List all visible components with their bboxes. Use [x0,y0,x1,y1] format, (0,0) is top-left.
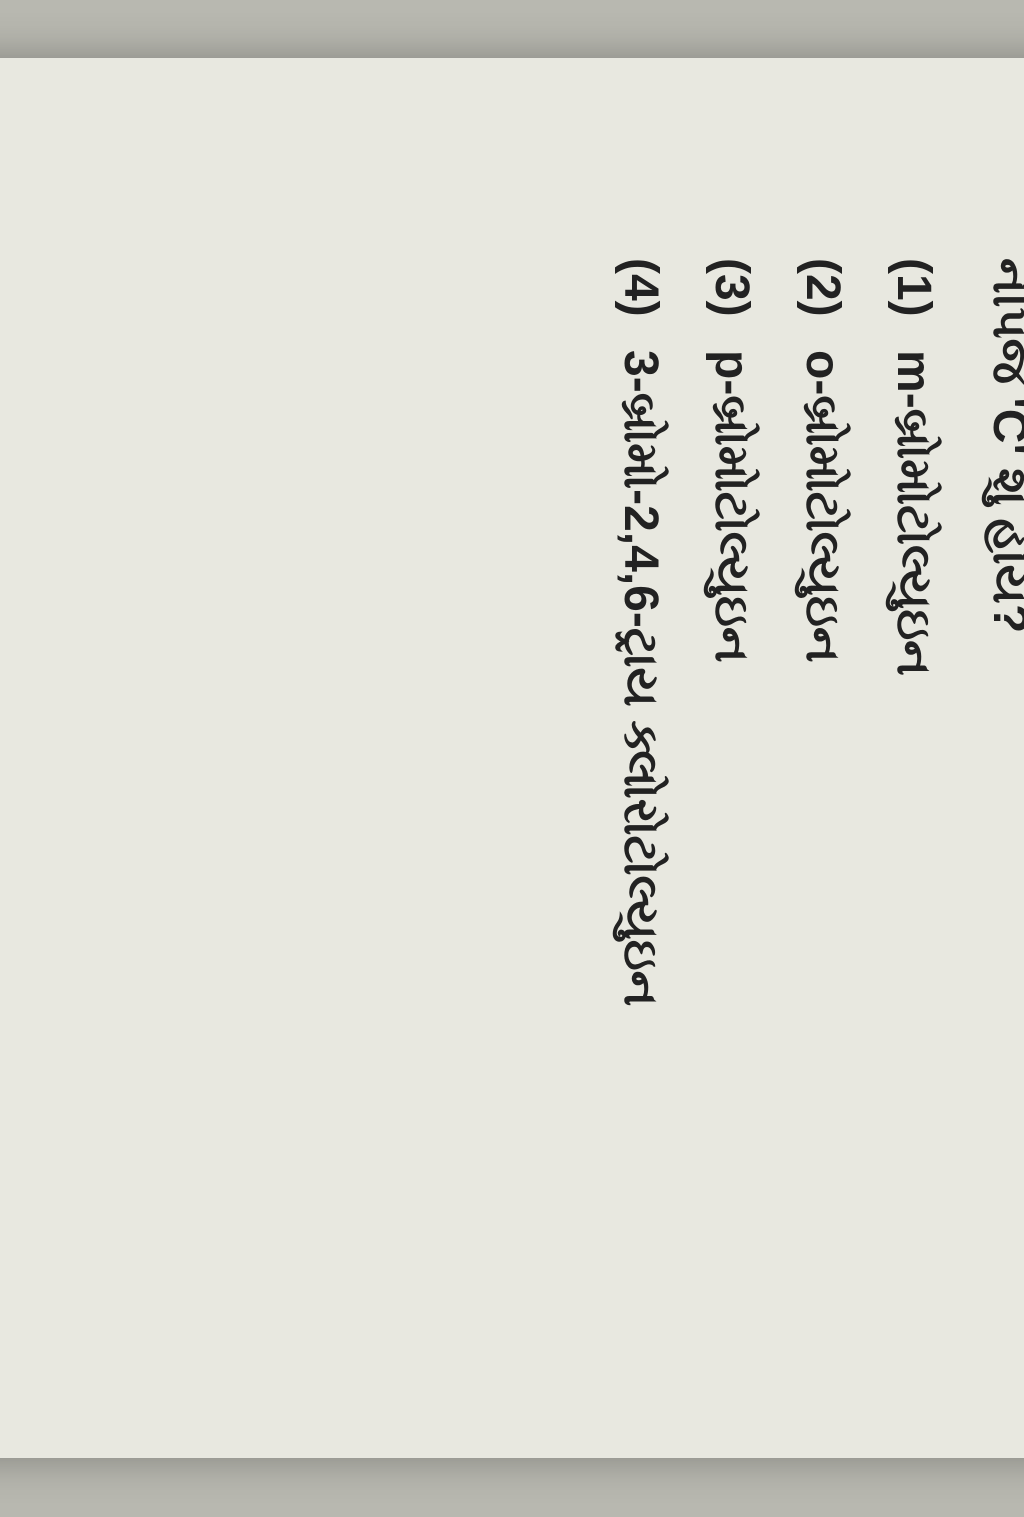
option-4: (4) 3-બ્રોમો-2,4,6-ટ્રાય ક્લોરોટોલ્યુઇન [612,258,668,1358]
option-number: (2) [795,258,850,317]
exam-page: 9. સંયોજન C₇H₈ નીચે મુજબ પ્રક્રિયા કરે છ… [0,58,1024,1458]
option-text: 3-બ્રોમો-2,4,6-ટ્રાય ક્લોરોટોલ્યુઇન [614,350,667,1006]
option-text: p-બ્રોમોટોલ્યુઇન [705,350,758,663]
option-text: m-બ્રોમોટોલ્યુઇન [887,350,940,676]
sub-question: નીપજ 'C' શુ હોય? [981,258,1024,1358]
option-number: (3) [704,258,759,317]
option-number: (1) [886,258,941,317]
option-3: (3) p-બ્રોમોટોલ્યુઇન [703,258,759,1358]
option-2: (2) o-બ્રોમોટોલ્યુઇન [794,258,850,1358]
option-text: o-બ્રોમોટોલ્યુઇન [796,350,849,663]
option-number: (4) [613,258,668,317]
option-1: (1) m-બ્રોમોટોલ્યુઇન [885,258,941,1358]
